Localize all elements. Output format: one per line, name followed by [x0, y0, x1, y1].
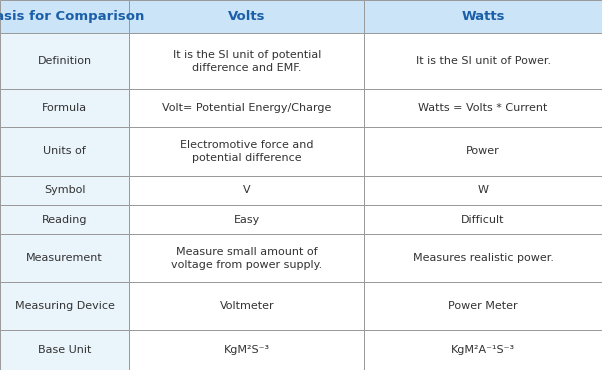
Bar [0, 33, 129, 90]
Bar [129, 0, 364, 33]
Text: KgM²A⁻¹S⁻³: KgM²A⁻¹S⁻³ [451, 345, 515, 355]
Text: It is the SI unit of Power.: It is the SI unit of Power. [415, 56, 551, 66]
Text: V: V [243, 185, 250, 195]
Text: Symbol: Symbol [44, 185, 85, 195]
Bar [364, 176, 602, 205]
Text: Base Unit: Base Unit [38, 345, 92, 355]
Bar [364, 0, 602, 33]
Bar [0, 282, 129, 330]
Text: Measure small amount of
voltage from power supply.: Measure small amount of voltage from pow… [171, 246, 323, 270]
Text: KgM²S⁻³: KgM²S⁻³ [224, 345, 270, 355]
Text: Volts: Volts [228, 10, 265, 23]
Text: Easy: Easy [234, 215, 260, 225]
Bar [0, 205, 129, 234]
Bar [0, 0, 129, 33]
Bar [0, 127, 129, 176]
Bar [364, 205, 602, 234]
Bar [0, 234, 129, 282]
Bar [0, 90, 129, 127]
Text: Measurement: Measurement [26, 253, 103, 263]
Bar [364, 330, 602, 370]
Bar [364, 33, 602, 90]
Text: Definition: Definition [38, 56, 92, 66]
Text: Power Meter: Power Meter [448, 301, 518, 311]
Bar [129, 330, 364, 370]
Bar [129, 176, 364, 205]
Text: Watts = Volts * Current: Watts = Volts * Current [418, 103, 548, 113]
Bar [129, 205, 364, 234]
Bar [129, 234, 364, 282]
Text: Basis for Comparison: Basis for Comparison [0, 10, 144, 23]
Text: Electromotive force and
potential difference: Electromotive force and potential differ… [180, 139, 314, 163]
Bar [0, 330, 129, 370]
Text: W: W [477, 185, 489, 195]
Text: Power: Power [466, 146, 500, 156]
Bar [0, 176, 129, 205]
Bar [129, 33, 364, 90]
Bar [364, 234, 602, 282]
Text: It is the SI unit of potential
difference and EMF.: It is the SI unit of potential differenc… [173, 50, 321, 73]
Text: Watts: Watts [461, 10, 505, 23]
Text: Voltmeter: Voltmeter [220, 301, 274, 311]
Bar [364, 127, 602, 176]
Text: Difficult: Difficult [461, 215, 505, 225]
Text: Reading: Reading [42, 215, 87, 225]
Text: Measures realistic power.: Measures realistic power. [412, 253, 554, 263]
Text: Measuring Device: Measuring Device [15, 301, 114, 311]
Bar [129, 90, 364, 127]
Bar [364, 90, 602, 127]
Text: Volt= Potential Energy/Charge: Volt= Potential Energy/Charge [162, 103, 332, 113]
Text: Formula: Formula [42, 103, 87, 113]
Bar [364, 282, 602, 330]
Text: Units of: Units of [43, 146, 86, 156]
Bar [129, 127, 364, 176]
Bar [129, 282, 364, 330]
